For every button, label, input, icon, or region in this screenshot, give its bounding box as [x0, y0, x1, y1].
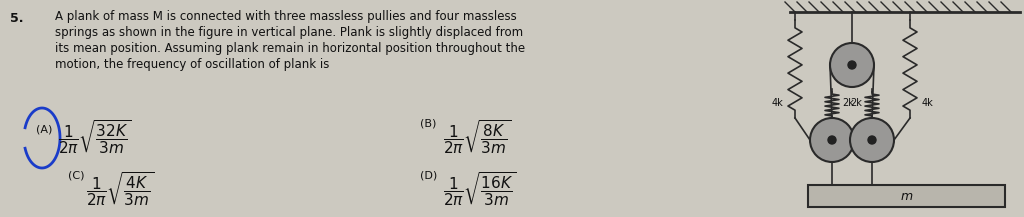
Circle shape	[850, 118, 894, 162]
Circle shape	[848, 61, 856, 69]
Text: its mean position. Assuming plank remain in horizontal position throughout the: its mean position. Assuming plank remain…	[55, 42, 525, 55]
Text: (B): (B)	[420, 118, 436, 128]
Bar	[808, 185, 1005, 207]
Text: 2k: 2k	[842, 97, 854, 107]
Text: 4k: 4k	[771, 97, 783, 107]
Text: (C): (C)	[68, 170, 85, 180]
Text: $\dfrac{1}{2\pi}\sqrt{\dfrac{4K}{3m}}$: $\dfrac{1}{2\pi}\sqrt{\dfrac{4K}{3m}}$	[86, 170, 154, 208]
Text: (A): (A)	[36, 125, 52, 135]
Text: (D): (D)	[420, 170, 437, 180]
Text: 2k: 2k	[850, 97, 862, 107]
Circle shape	[810, 118, 854, 162]
Text: A plank of mass M is connected with three massless pullies and four massless: A plank of mass M is connected with thre…	[55, 10, 517, 23]
Circle shape	[868, 136, 876, 144]
Text: $\dfrac{1}{2\pi}\sqrt{\dfrac{8K}{3m}}$: $\dfrac{1}{2\pi}\sqrt{\dfrac{8K}{3m}}$	[443, 118, 511, 156]
Text: m: m	[900, 189, 912, 202]
Text: 4k: 4k	[922, 97, 934, 107]
Text: $\dfrac{1}{2\pi}\sqrt{\dfrac{32K}{3m}}$: $\dfrac{1}{2\pi}\sqrt{\dfrac{32K}{3m}}$	[58, 118, 131, 156]
Text: springs as shown in the figure in vertical plane. Plank is slightly displaced fr: springs as shown in the figure in vertic…	[55, 26, 523, 39]
Circle shape	[828, 136, 836, 144]
Text: motion, the frequency of oscillation of plank is: motion, the frequency of oscillation of …	[55, 58, 330, 71]
Circle shape	[830, 43, 874, 87]
Text: 5.: 5.	[10, 12, 24, 25]
Text: $\dfrac{1}{2\pi}\sqrt{\dfrac{16K}{3m}}$: $\dfrac{1}{2\pi}\sqrt{\dfrac{16K}{3m}}$	[443, 170, 516, 208]
